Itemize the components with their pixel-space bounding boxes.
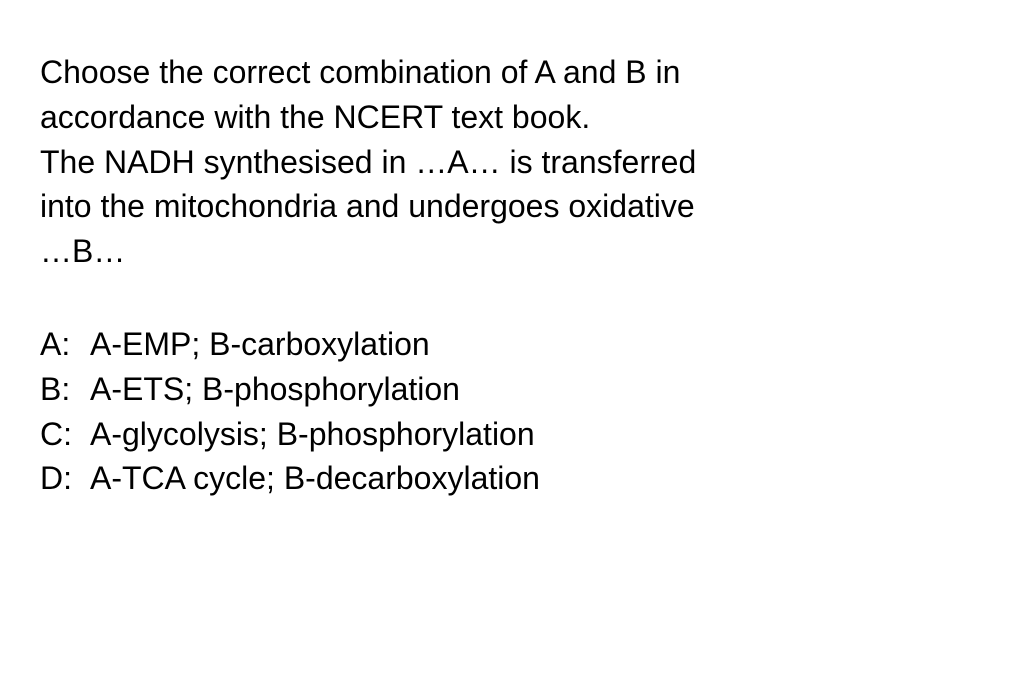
option-letter: B: (40, 367, 76, 412)
option-d[interactable]: D: A-TCA cycle; B-decarboxylation (40, 456, 984, 501)
question-line: …B… (40, 229, 984, 274)
option-a[interactable]: A: A-EMP; B-carboxylation (40, 322, 984, 367)
option-b[interactable]: B: A-ETS; B-phosphorylation (40, 367, 984, 412)
question-block: Choose the correct combination of A and … (40, 50, 984, 274)
option-letter: C: (40, 412, 76, 457)
option-text: A-TCA cycle; B-decarboxylation (90, 456, 984, 501)
question-line: into the mitochondria and undergoes oxid… (40, 184, 984, 229)
option-letter: D: (40, 456, 76, 501)
options-block: A: A-EMP; B-carboxylation B: A-ETS; B-ph… (40, 322, 984, 501)
question-line: Choose the correct combination of A and … (40, 50, 984, 95)
option-text: A-ETS; B-phosphorylation (90, 367, 984, 412)
question-line: accordance with the NCERT text book. (40, 95, 984, 140)
option-letter: A: (40, 322, 76, 367)
question-line: The NADH synthesised in …A… is transferr… (40, 140, 984, 185)
option-c[interactable]: C: A-glycolysis; B-phosphorylation (40, 412, 984, 457)
option-text: A-EMP; B-carboxylation (90, 322, 984, 367)
option-text: A-glycolysis; B-phosphorylation (90, 412, 984, 457)
